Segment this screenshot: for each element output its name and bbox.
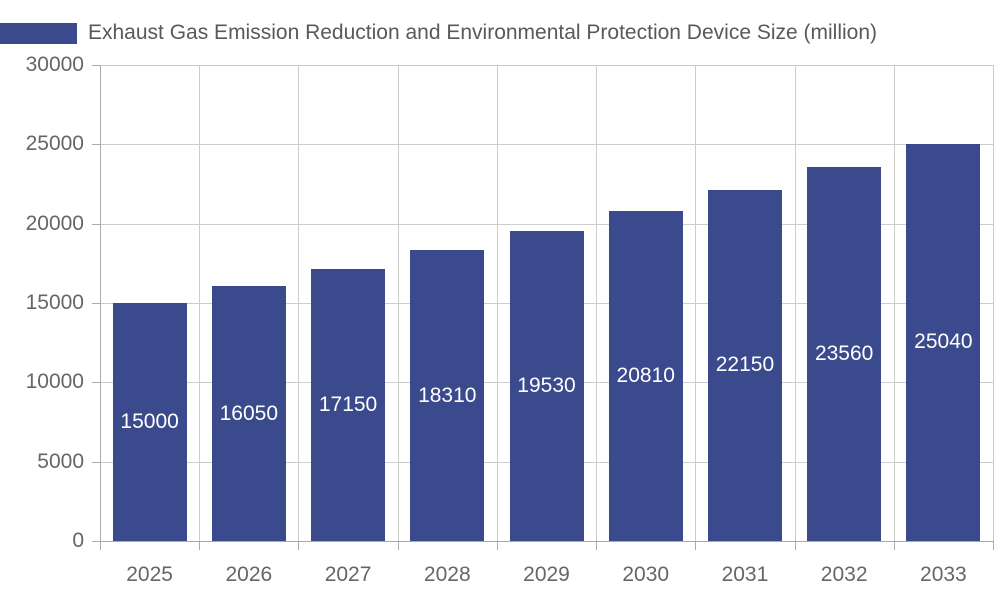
x-gridline <box>596 65 598 541</box>
x-tick-label: 2029 <box>523 563 570 586</box>
y-gridline <box>100 223 993 225</box>
y-axis-tick <box>92 303 100 304</box>
bar-2031[interactable]: 22150 <box>707 189 782 541</box>
y-axis-tick <box>92 541 100 542</box>
x-axis-tick <box>397 541 399 550</box>
bar-2032[interactable]: 23560 <box>807 167 882 541</box>
y-axis-tick <box>92 223 100 225</box>
x-tick-label: 2033 <box>920 563 967 586</box>
bar-value-label: 17150 <box>318 392 378 416</box>
bar-value-label: 15000 <box>120 410 179 433</box>
legend-swatch <box>0 22 77 44</box>
x-gridline <box>397 65 399 541</box>
bar-value-label: 19530 <box>517 374 576 398</box>
x-axis-tick <box>794 541 796 550</box>
x-axis-tick <box>993 541 994 550</box>
bar-2027[interactable]: 17150 <box>311 268 386 541</box>
x-tick-label: 2027 <box>324 563 372 586</box>
x-gridline <box>496 65 498 541</box>
x-tick-label: 2032 <box>820 563 868 586</box>
x-gridline <box>298 65 300 541</box>
x-gridline <box>695 65 697 541</box>
bar-2033[interactable]: 25040 <box>906 143 981 541</box>
x-axis-tick <box>893 541 895 550</box>
x-axis-tick <box>199 541 201 550</box>
x-axis-tick <box>100 541 101 550</box>
bar-value-label: 20810 <box>616 363 675 387</box>
x-axis-tick <box>695 541 697 550</box>
y-gridline <box>100 65 993 66</box>
x-tick-label: 2030 <box>622 563 670 586</box>
x-gridline <box>993 65 994 541</box>
y-tick-label: 30000 <box>25 53 84 76</box>
x-gridline <box>199 65 201 541</box>
y-tick-label: 10000 <box>25 370 84 394</box>
y-tick-label: 15000 <box>25 291 84 314</box>
y-tick-label: 20000 <box>25 211 84 235</box>
y-axis-tick <box>92 382 100 384</box>
x-axis-tick <box>596 541 598 550</box>
y-tick-label: 5000 <box>37 449 84 473</box>
bar-2028[interactable]: 18310 <box>410 250 485 541</box>
y-axis-line <box>100 65 101 542</box>
bar-value-label: 16050 <box>219 401 279 425</box>
bar-value-label: 18310 <box>418 383 477 407</box>
x-tick-label: 2031 <box>721 563 769 586</box>
x-axis-tick <box>298 541 300 550</box>
x-tick-label: 2026 <box>225 563 273 586</box>
y-gridline <box>100 144 993 146</box>
legend-label: Exhaust Gas Emission Reduction and Envir… <box>88 21 878 44</box>
x-axis-line <box>100 541 993 542</box>
y-axis-tick <box>92 65 100 66</box>
legend-item[interactable]: Exhaust Gas Emission Reduction and Envir… <box>0 22 877 44</box>
x-gridline <box>893 65 895 541</box>
x-gridline <box>794 65 796 541</box>
y-axis-tick <box>92 144 100 146</box>
bar-value-label: 25040 <box>914 330 973 354</box>
y-axis-tick <box>92 461 100 463</box>
bar-value-label: 22150 <box>715 353 775 377</box>
y-tick-label: 0 <box>72 529 84 552</box>
x-tick-label: 2025 <box>126 563 173 586</box>
bar-2026[interactable]: 16050 <box>211 286 286 541</box>
bar-2025[interactable]: 15000 <box>112 303 187 541</box>
bar-2030[interactable]: 20810 <box>608 210 683 541</box>
bar-value-label: 23560 <box>814 342 874 366</box>
x-axis-tick <box>496 541 498 550</box>
bar-2029[interactable]: 19530 <box>509 231 584 541</box>
x-tick-label: 2028 <box>423 563 471 586</box>
y-tick-label: 25000 <box>25 132 84 156</box>
